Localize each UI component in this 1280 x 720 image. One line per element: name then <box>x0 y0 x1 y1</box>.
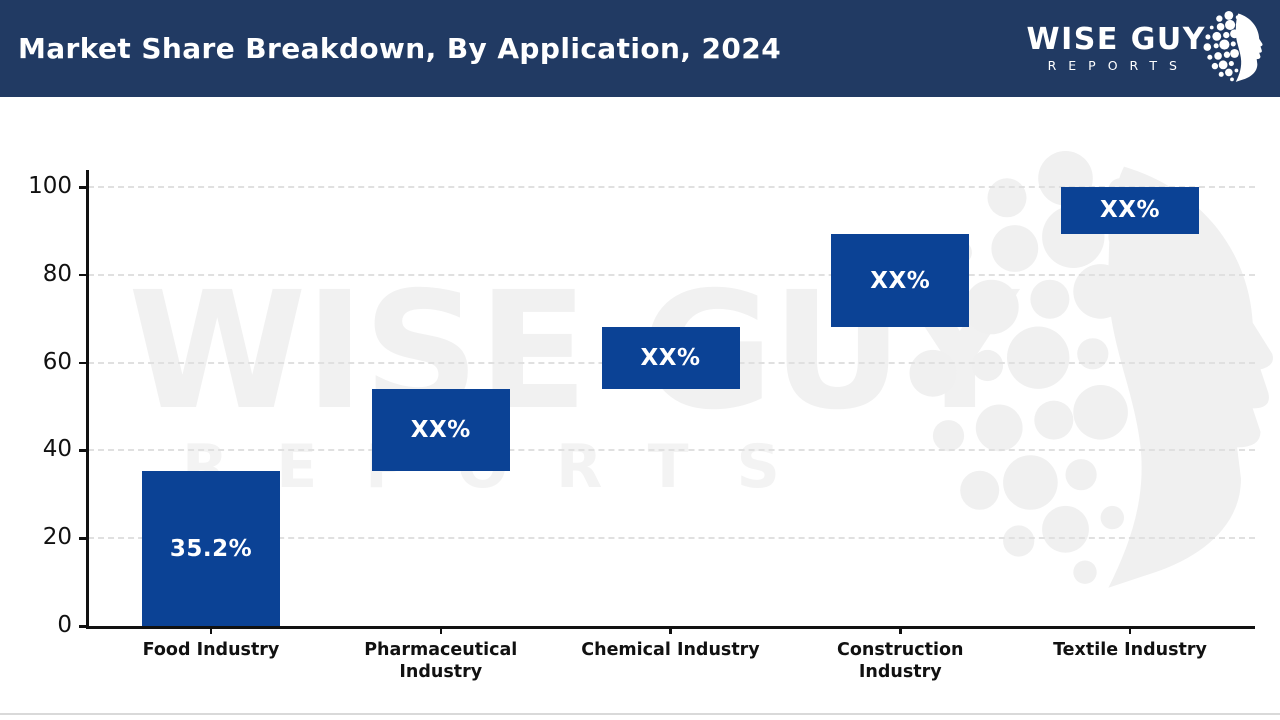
x-axis-tick <box>439 626 442 634</box>
y-axis-tick-label: 80 <box>42 260 72 287</box>
gridline-20 <box>88 537 1255 540</box>
y-axis-tick-label: 40 <box>42 436 72 463</box>
x-axis-tick <box>1128 626 1132 634</box>
y-axis-tick-label: 20 <box>42 524 72 551</box>
waterfall-bar-1: 35.2% <box>142 471 280 626</box>
waterfall-bar-5: XX% <box>1061 187 1199 234</box>
y-axis-line <box>86 170 89 628</box>
waterfall-bar-2: XX% <box>371 388 510 472</box>
y-axis-tick <box>79 449 88 452</box>
bar-value-label: XX% <box>640 344 701 371</box>
bar-value-label: 35.2% <box>169 535 253 562</box>
y-axis-tick-label: 60 <box>42 348 72 375</box>
logo-subtitle: REPORTS <box>1047 57 1189 73</box>
y-axis-tick-label: 0 <box>57 612 72 638</box>
x-axis-tick <box>899 626 902 634</box>
waterfall-bar-3: XX% <box>601 327 740 389</box>
bar-value-label: XX% <box>410 417 471 444</box>
bar-value-label: XX% <box>870 267 931 294</box>
y-axis-tick <box>79 273 88 277</box>
bar-value-label: XX% <box>1099 197 1160 224</box>
x-axis-category-label: Food Industry <box>142 640 280 660</box>
chart-title: Market Share Breakdown, By Application, … <box>18 32 782 65</box>
logo-wordmark: WISE GUY <box>1026 21 1206 57</box>
x-axis-category-label: Textile Industry <box>1053 640 1207 660</box>
wiseguy-face-icon <box>1200 11 1264 87</box>
wiseguy-logo: WISE GUY REPORTS <box>1026 11 1264 87</box>
header-bar: Market Share Breakdown, By Application, … <box>0 0 1280 97</box>
x-axis-category-label: Pharmaceutical Industry <box>364 640 518 682</box>
y-axis-tick <box>79 186 88 189</box>
gridline-40 <box>88 449 1255 452</box>
waterfall-bar-4: XX% <box>831 233 970 328</box>
y-axis-tick <box>79 361 88 365</box>
x-axis-tick <box>669 626 672 634</box>
gridline-100 <box>88 186 1255 188</box>
y-axis-tick <box>79 537 88 540</box>
y-axis-tick-label: 100 <box>28 173 72 199</box>
x-axis-tick <box>209 626 213 634</box>
x-axis-category-label: Construction Industry <box>837 640 964 682</box>
x-axis-category-label: Chemical Industry <box>581 640 760 660</box>
y-axis-tick <box>79 625 88 628</box>
wiseguy-logo-text: WISE GUY REPORTS <box>1026 21 1206 73</box>
bottom-edge-rule <box>0 713 1280 715</box>
gridline-80 <box>88 273 1255 276</box>
